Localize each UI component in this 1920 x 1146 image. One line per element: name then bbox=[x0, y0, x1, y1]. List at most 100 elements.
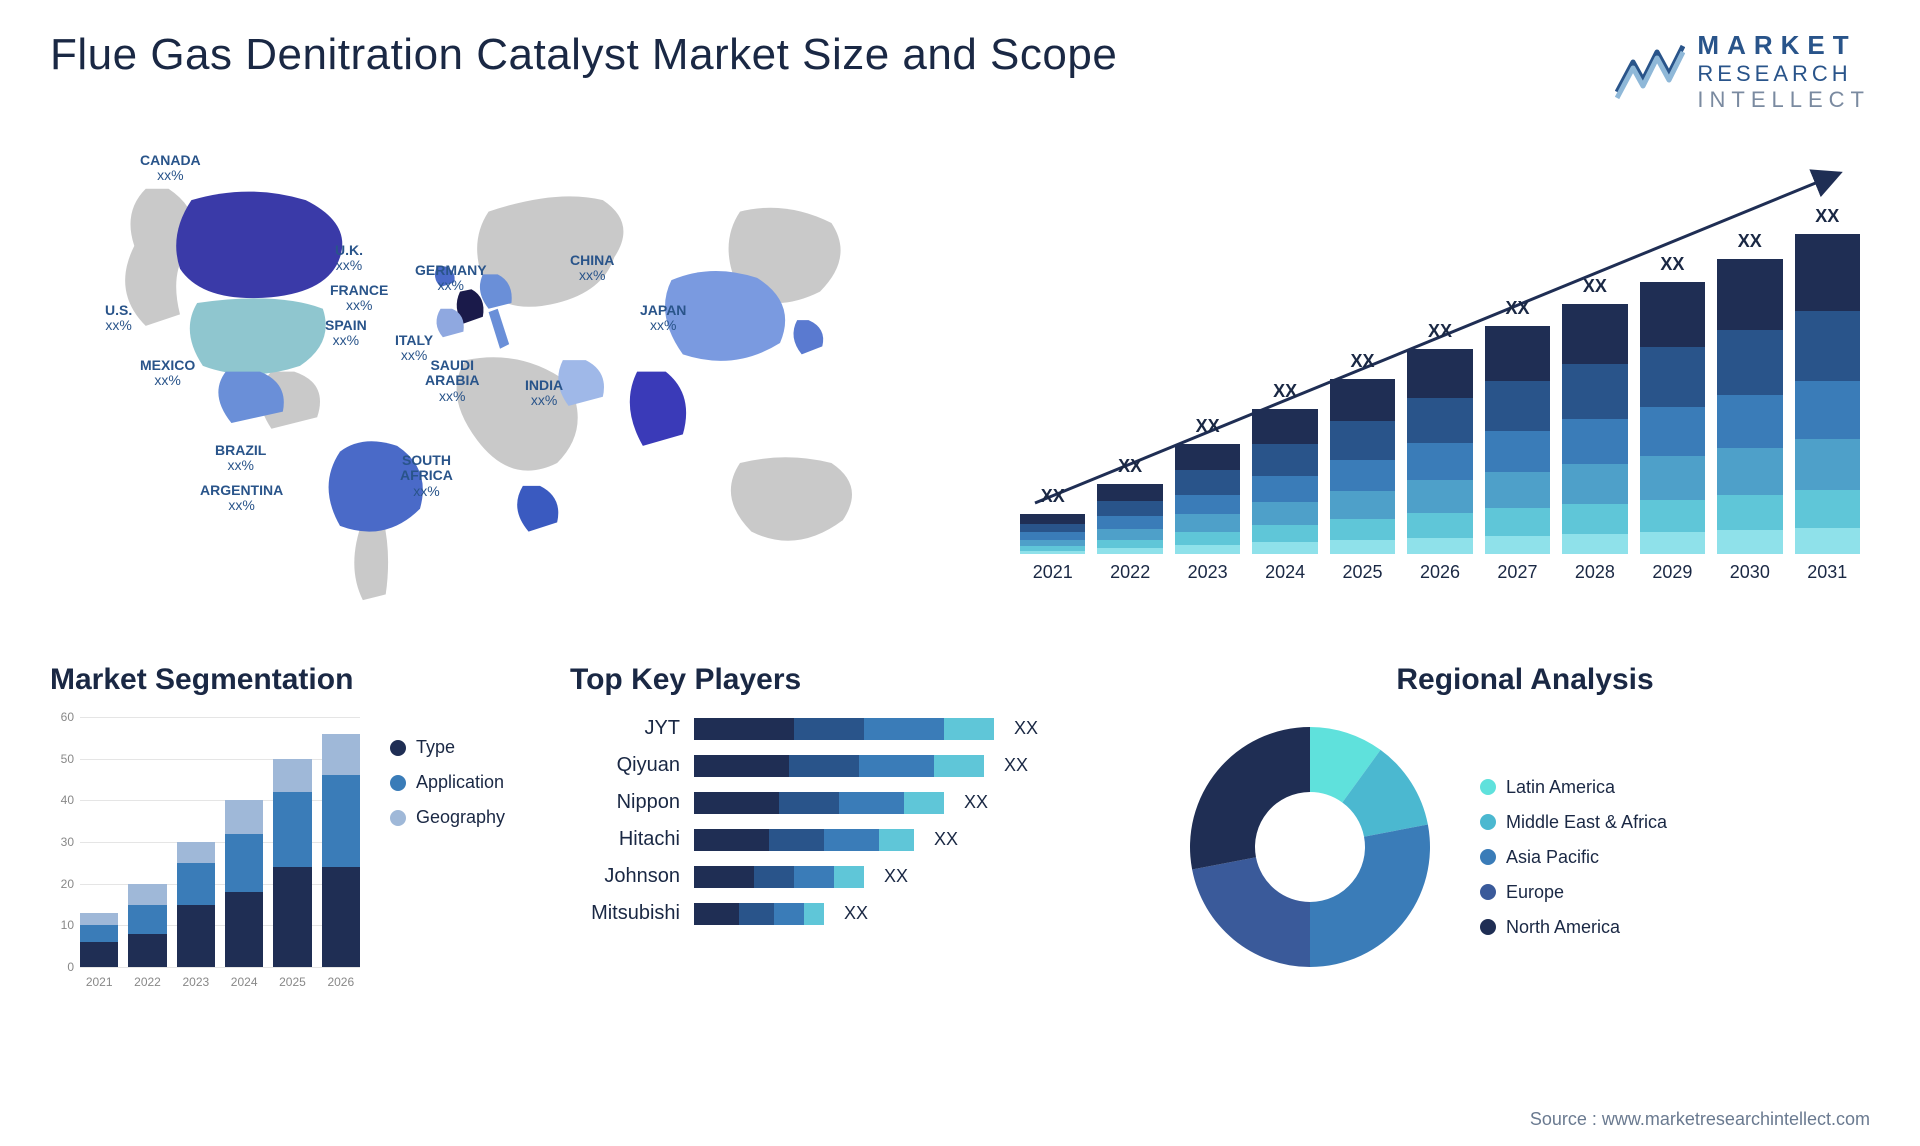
map-label-canada: CANADAxx% bbox=[140, 153, 201, 184]
forecast-bar-2025: XX2025 bbox=[1330, 379, 1395, 583]
map-label-spain: SPAINxx% bbox=[325, 318, 367, 349]
forecast-year-label: 2024 bbox=[1265, 562, 1305, 583]
segmentation-legend: TypeApplicationGeography bbox=[390, 717, 505, 997]
regional-donut bbox=[1180, 717, 1440, 977]
forecast-year-label: 2021 bbox=[1033, 562, 1073, 583]
map-saudi bbox=[558, 360, 604, 406]
player-name: JYT bbox=[570, 717, 680, 740]
forecast-bar-label: XX bbox=[1562, 276, 1627, 297]
players-section: Top Key Players JYT XX Qiyuan XX NipponXX Hit… bbox=[570, 663, 1130, 997]
source-credit: Source : www.marketresearchintellect.com bbox=[1530, 1109, 1870, 1130]
seg-bar-2021 bbox=[80, 913, 118, 967]
player-bar bbox=[694, 866, 864, 888]
segmentation-chart: 0102030405060 202120222023202420252026 bbox=[50, 717, 360, 997]
forecast-year-label: 2027 bbox=[1497, 562, 1537, 583]
regional-legend-asia-pacific: Asia Pacific bbox=[1480, 847, 1667, 868]
forecast-year-label: 2025 bbox=[1343, 562, 1383, 583]
player-bar bbox=[694, 829, 914, 851]
brand-logo: MARKET RESEARCH INTELLECT bbox=[1615, 30, 1870, 113]
logo-text-1: MARKET bbox=[1697, 30, 1870, 61]
players-title: Top Key Players bbox=[570, 663, 1130, 697]
segmentation-section: Market Segmentation 0102030405060 202120… bbox=[50, 663, 520, 997]
map-canada bbox=[176, 192, 342, 299]
forecast-bar-label: XX bbox=[1097, 456, 1162, 477]
map-label-germany: GERMANYxx% bbox=[415, 263, 487, 294]
player-value: XX bbox=[844, 903, 868, 924]
forecast-bar-label: XX bbox=[1175, 416, 1240, 437]
forecast-bar-label: XX bbox=[1795, 206, 1860, 227]
map-label-japan: JAPANxx% bbox=[640, 303, 686, 334]
forecast-bar-label: XX bbox=[1020, 486, 1085, 507]
page-title: Flue Gas Denitration Catalyst Market Siz… bbox=[50, 30, 1117, 80]
map-us bbox=[190, 298, 326, 374]
player-bar bbox=[694, 718, 994, 740]
player-name: Johnson bbox=[570, 865, 680, 888]
forecast-bar-label: XX bbox=[1717, 231, 1782, 252]
seg-legend-geography: Geography bbox=[390, 807, 505, 828]
world-map-panel: CANADAxx% U.S.xx% MEXICOxx% BRAZILxx% ARGENT… bbox=[50, 143, 950, 623]
player-row-qiyuan: Qiyuan XX bbox=[570, 754, 1130, 777]
logo-text-3: INTELLECT bbox=[1697, 87, 1870, 113]
player-value: XX bbox=[884, 866, 908, 887]
player-value: XX bbox=[1014, 718, 1038, 739]
player-bar bbox=[694, 903, 824, 925]
seg-bar-2022 bbox=[128, 884, 166, 967]
map-label-us: U.S.xx% bbox=[105, 303, 132, 334]
player-bar bbox=[694, 755, 984, 777]
map-label-saudiarabia: SAUDIARABIAxx% bbox=[425, 358, 479, 404]
forecast-bar-label: XX bbox=[1485, 298, 1550, 319]
map-label-india: INDIAxx% bbox=[525, 378, 563, 409]
player-value: XX bbox=[1004, 755, 1028, 776]
forecast-bar-2031: XX2031 bbox=[1795, 234, 1860, 583]
map-label-mexico: MEXICOxx% bbox=[140, 358, 195, 389]
player-row-hitachi: HitachiXX bbox=[570, 828, 1130, 851]
forecast-year-label: 2030 bbox=[1730, 562, 1770, 583]
map-southafrica bbox=[517, 486, 558, 532]
regional-legend-middle-east---africa: Middle East & Africa bbox=[1480, 812, 1667, 833]
seg-bar-2025 bbox=[273, 759, 311, 967]
player-row-johnson: Johnson XX bbox=[570, 865, 1130, 888]
map-label-brazil: BRAZILxx% bbox=[215, 443, 266, 474]
seg-bar-2023 bbox=[177, 842, 215, 967]
forecast-bar-2021: XX2021 bbox=[1020, 514, 1085, 583]
forecast-bar-label: XX bbox=[1252, 381, 1317, 402]
regional-legend-north-america: North America bbox=[1480, 917, 1667, 938]
forecast-year-label: 2028 bbox=[1575, 562, 1615, 583]
player-row-mitsubishi: Mitsubishi XX bbox=[570, 902, 1130, 925]
forecast-bar-label: XX bbox=[1407, 321, 1472, 342]
regional-section: Regional Analysis Latin America Middle Ea… bbox=[1180, 663, 1870, 997]
forecast-bar-2029: XX2029 bbox=[1640, 282, 1705, 583]
forecast-bar-label: XX bbox=[1640, 254, 1705, 275]
seg-bar-2026 bbox=[322, 734, 360, 967]
seg-bar-2024 bbox=[225, 800, 263, 967]
forecast-year-label: 2022 bbox=[1110, 562, 1150, 583]
donut-slice-asia-pacific bbox=[1310, 825, 1430, 967]
forecast-bar-label: XX bbox=[1330, 351, 1395, 372]
player-name: Mitsubishi bbox=[570, 902, 680, 925]
forecast-year-label: 2031 bbox=[1807, 562, 1847, 583]
map-label-argentina: ARGENTINAxx% bbox=[200, 483, 283, 514]
logo-text-2: RESEARCH bbox=[1697, 61, 1870, 87]
forecast-bar-2026: XX2026 bbox=[1407, 349, 1472, 583]
map-label-southafrica: SOUTHAFRICAxx% bbox=[400, 453, 453, 499]
forecast-bar-2028: XX2028 bbox=[1562, 304, 1627, 583]
forecast-bar-2022: XX2022 bbox=[1097, 484, 1162, 583]
player-row-nippon: NipponXX bbox=[570, 791, 1130, 814]
forecast-bar-2024: XX2024 bbox=[1252, 409, 1317, 583]
segmentation-title: Market Segmentation bbox=[50, 663, 520, 697]
map-japan bbox=[793, 320, 823, 354]
forecast-chart: XX2021XX2022XX2023XX2024XX2025XX2026XX20… bbox=[990, 143, 1870, 623]
map-india bbox=[630, 372, 686, 446]
seg-legend-type: Type bbox=[390, 737, 505, 758]
forecast-year-label: 2023 bbox=[1188, 562, 1228, 583]
regional-legend-latin-america: Latin America bbox=[1480, 777, 1667, 798]
logo-icon bbox=[1615, 42, 1685, 102]
forecast-year-label: 2029 bbox=[1652, 562, 1692, 583]
regional-title: Regional Analysis bbox=[1180, 663, 1870, 697]
map-label-china: CHINAxx% bbox=[570, 253, 614, 284]
player-bar bbox=[694, 792, 944, 814]
regional-legend: Latin America Middle East & Africa Asia Pa… bbox=[1480, 757, 1667, 938]
player-name: Qiyuan bbox=[570, 754, 680, 777]
regional-legend-europe: Europe bbox=[1480, 882, 1667, 903]
player-value: XX bbox=[934, 829, 958, 850]
